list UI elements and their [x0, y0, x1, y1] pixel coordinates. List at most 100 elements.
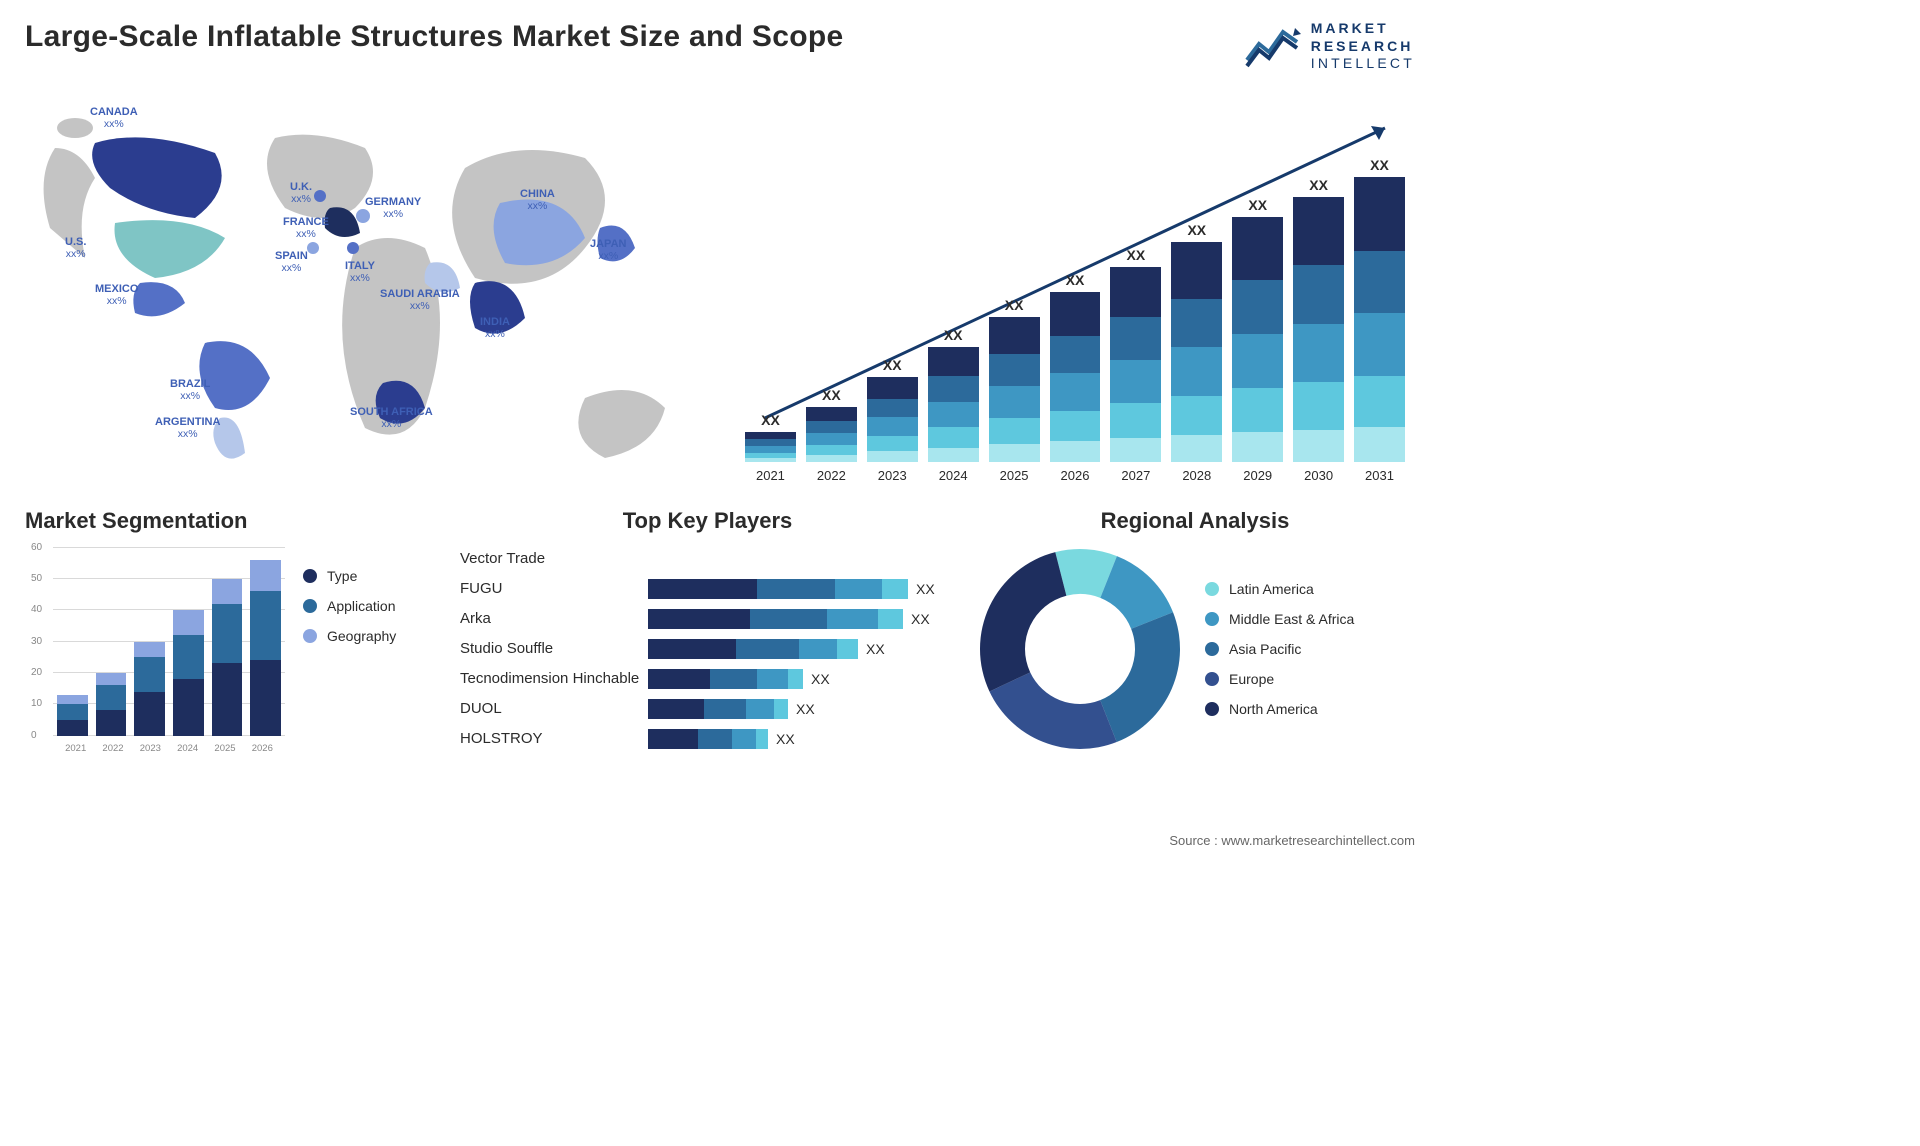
- player-value: XX: [796, 701, 815, 717]
- main-bar-year: 2021: [745, 468, 796, 483]
- legend-item: Latin America: [1205, 581, 1354, 597]
- player-bar: [648, 699, 788, 719]
- map-label: SOUTH AFRICAxx%: [350, 406, 433, 431]
- seg-ytick: 30: [31, 636, 42, 647]
- main-bar-year: 2026: [1050, 468, 1101, 483]
- brand-logo: MARKET RESEARCH INTELLECT: [1245, 20, 1415, 73]
- main-bar-column: XX: [1293, 177, 1344, 462]
- legend-item: North America: [1205, 701, 1354, 717]
- seg-bar-column: [96, 673, 127, 736]
- player-bar: [648, 609, 903, 629]
- map-label: INDIAxx%: [480, 316, 510, 341]
- page-title: Large-Scale Inflatable Structures Market…: [25, 20, 843, 54]
- legend-item: Type: [303, 568, 396, 584]
- player-row: Tecnodimension Hinchable XX: [460, 664, 955, 694]
- seg-year: 2021: [57, 743, 94, 754]
- segmentation-section: Market Segmentation 01020304050602021202…: [25, 508, 440, 754]
- map-label: JAPANxx%: [590, 238, 626, 263]
- legend-item: Middle East & Africa: [1205, 611, 1354, 627]
- map-label: CHINAxx%: [520, 188, 555, 213]
- main-bar-value: XX: [1370, 157, 1389, 173]
- main-bar-year: 2031: [1354, 468, 1405, 483]
- segmentation-chart: 0102030405060202120222023202420252026: [25, 544, 285, 754]
- player-value: XX: [776, 731, 795, 747]
- map-label: MEXICOxx%: [95, 283, 138, 308]
- map-label: ARGENTINAxx%: [155, 416, 220, 441]
- main-bar-column: XX: [867, 357, 918, 462]
- seg-year: 2024: [169, 743, 206, 754]
- main-bar-value: XX: [1248, 197, 1267, 213]
- map-label: FRANCExx%: [283, 216, 329, 241]
- player-value: XX: [866, 641, 885, 657]
- main-bar-column: XX: [1354, 157, 1405, 462]
- main-bar-column: XX: [1232, 197, 1283, 462]
- map-label: SAUDI ARABIAxx%: [380, 288, 460, 313]
- player-name: DUOL: [460, 700, 640, 717]
- segmentation-legend: Type Application Geography: [303, 544, 396, 754]
- legend-item: Geography: [303, 628, 396, 644]
- main-bar-year: 2025: [989, 468, 1040, 483]
- player-bar: [648, 729, 768, 749]
- main-bar-year: 2027: [1110, 468, 1161, 483]
- seg-year: 2025: [206, 743, 243, 754]
- player-row: HOLSTROY XX: [460, 724, 955, 754]
- logo-line1: MARKET: [1311, 20, 1415, 38]
- map-label: CANADAxx%: [90, 106, 138, 131]
- player-value: XX: [811, 671, 830, 687]
- player-name: FUGU: [460, 580, 640, 597]
- main-bar-column: XX: [989, 297, 1040, 462]
- main-bar-value: XX: [944, 327, 963, 343]
- seg-year: 2022: [94, 743, 131, 754]
- main-bar-column: XX: [928, 327, 979, 462]
- player-row: DUOL XX: [460, 694, 955, 724]
- main-bar-value: XX: [883, 357, 902, 373]
- seg-year: 2026: [244, 743, 281, 754]
- main-bar-value: XX: [1005, 297, 1024, 313]
- main-bar-year: 2023: [867, 468, 918, 483]
- donut-slice: [980, 552, 1066, 691]
- seg-bar-column: [250, 560, 281, 735]
- main-bar-column: XX: [745, 412, 796, 462]
- player-name: Arka: [460, 610, 640, 627]
- main-bar-chart: XXXXXXXXXXXXXXXXXXXXXX 20212022202320242…: [735, 88, 1415, 483]
- logo-line3: INTELLECT: [1311, 55, 1415, 73]
- legend-item: Application: [303, 598, 396, 614]
- main-bar-value: XX: [1066, 272, 1085, 288]
- seg-bar-column: [134, 642, 165, 736]
- map-label: U.K.xx%: [290, 181, 312, 206]
- main-bar-year: 2028: [1171, 468, 1222, 483]
- player-name: Tecnodimension Hinchable: [460, 670, 640, 687]
- seg-ytick: 10: [31, 698, 42, 709]
- map-label: U.S.xx%: [65, 236, 86, 261]
- players-section: Top Key Players Vector TradeFUGUXXArkaXX…: [460, 508, 955, 754]
- main-bar-value: XX: [1187, 222, 1206, 238]
- seg-ytick: 0: [31, 730, 37, 741]
- regional-donut: [975, 544, 1185, 754]
- logo-line2: RESEARCH: [1311, 38, 1415, 56]
- seg-ytick: 60: [31, 542, 42, 553]
- map-label: GERMANYxx%: [365, 196, 421, 221]
- world-map: CANADAxx% U.S.xx% MEXICOxx% BRAZILxx% ARGENT…: [25, 88, 705, 483]
- regional-legend: Latin America Middle East & Africa Asia Pa…: [1205, 581, 1354, 717]
- players-title: Top Key Players: [460, 508, 955, 534]
- map-label: BRAZILxx%: [170, 378, 210, 403]
- main-bar-column: XX: [806, 387, 857, 462]
- player-row: FUGUXX: [460, 574, 955, 604]
- main-bar-year: 2024: [928, 468, 979, 483]
- seg-ytick: 20: [31, 667, 42, 678]
- logo-icon: [1245, 24, 1301, 68]
- main-bar-column: XX: [1171, 222, 1222, 462]
- player-bar: [648, 639, 858, 659]
- player-name: HOLSTROY: [460, 730, 640, 747]
- legend-item: Asia Pacific: [1205, 641, 1354, 657]
- seg-year: 2023: [132, 743, 169, 754]
- main-bar-year: 2029: [1232, 468, 1283, 483]
- map-label: ITALYxx%: [345, 260, 375, 285]
- player-value: XX: [911, 611, 930, 627]
- player-row: Vector Trade: [460, 544, 955, 574]
- main-bar-year: 2022: [806, 468, 857, 483]
- map-label: SPAINxx%: [275, 250, 308, 275]
- regional-section: Regional Analysis Latin AmericaMiddle Ea…: [975, 508, 1415, 754]
- source-label: Source : www.marketresearchintellect.com: [1169, 833, 1415, 848]
- donut-slice: [1100, 612, 1180, 742]
